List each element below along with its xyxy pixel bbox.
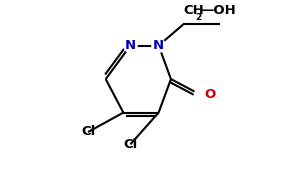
Circle shape xyxy=(124,39,137,52)
Text: —OH: —OH xyxy=(200,4,236,17)
Text: O: O xyxy=(204,89,216,102)
Text: 2: 2 xyxy=(195,13,201,22)
Text: CH: CH xyxy=(183,4,204,17)
Circle shape xyxy=(194,88,208,102)
Text: Cl: Cl xyxy=(123,138,138,151)
Text: N: N xyxy=(125,39,136,52)
Text: N: N xyxy=(153,39,164,52)
Text: Cl: Cl xyxy=(81,125,95,138)
Circle shape xyxy=(152,39,165,52)
